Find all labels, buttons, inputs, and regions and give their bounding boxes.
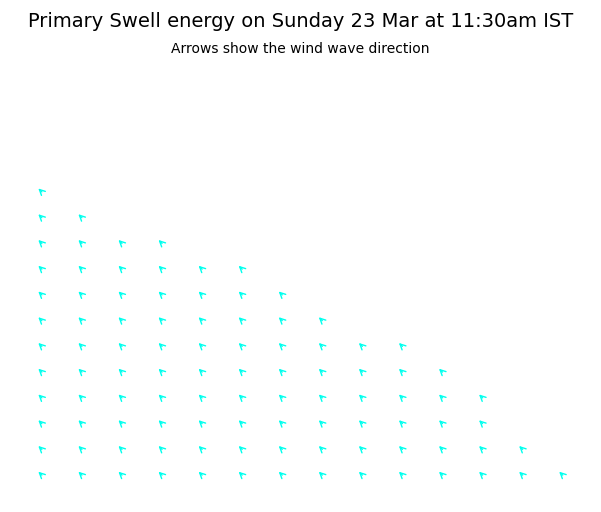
Text: Primary Swell energy on Sunday 23 Mar at 11:30am IST: Primary Swell energy on Sunday 23 Mar at…: [28, 12, 573, 31]
Text: Arrows show the wind wave direction: Arrows show the wind wave direction: [171, 42, 430, 56]
